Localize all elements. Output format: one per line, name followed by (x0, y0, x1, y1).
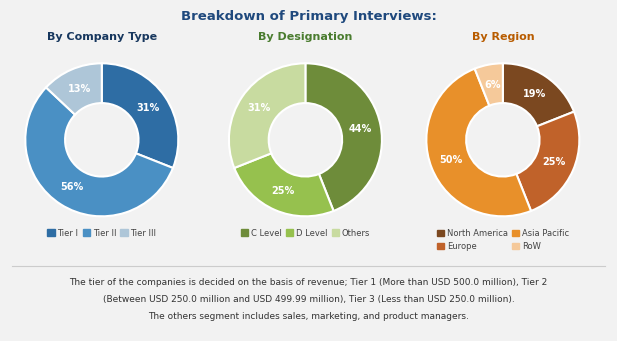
Text: 44%: 44% (349, 124, 372, 134)
Text: (Between USD 250.0 million and USD 499.99 million), Tier 3 (Less than USD 250.0 : (Between USD 250.0 million and USD 499.9… (102, 295, 515, 304)
Wedge shape (426, 69, 531, 216)
Text: 13%: 13% (68, 84, 91, 93)
Wedge shape (46, 63, 102, 115)
Text: 31%: 31% (247, 103, 271, 114)
Text: 50%: 50% (439, 155, 463, 165)
Text: 31%: 31% (136, 103, 160, 114)
Wedge shape (25, 87, 173, 216)
Text: The others segment includes sales, marketing, and product managers.: The others segment includes sales, marke… (148, 312, 469, 321)
Title: By Designation: By Designation (259, 32, 352, 42)
Title: By Company Type: By Company Type (47, 32, 157, 42)
Legend: C Level, D Level, Others: C Level, D Level, Others (238, 225, 373, 241)
Text: 6%: 6% (484, 80, 500, 90)
Title: By Region: By Region (471, 32, 534, 42)
Text: The tier of the companies is decided on the basis of revenue; Tier 1 (More than : The tier of the companies is decided on … (69, 278, 548, 287)
Legend: North America, Europe, Asia Pacific, RoW: North America, Europe, Asia Pacific, RoW (433, 225, 573, 254)
Wedge shape (102, 63, 178, 168)
Wedge shape (503, 63, 574, 126)
Text: 56%: 56% (60, 182, 83, 192)
Text: Breakdown of Primary Interviews:: Breakdown of Primary Interviews: (181, 10, 436, 23)
Wedge shape (474, 63, 503, 106)
Legend: Tier I, Tier II, Tier III: Tier I, Tier II, Tier III (44, 225, 160, 241)
Wedge shape (234, 153, 334, 216)
Wedge shape (516, 112, 579, 211)
Wedge shape (229, 63, 305, 168)
Wedge shape (305, 63, 382, 211)
Text: 25%: 25% (542, 157, 566, 167)
Text: 25%: 25% (271, 186, 295, 196)
Text: 19%: 19% (523, 89, 546, 99)
